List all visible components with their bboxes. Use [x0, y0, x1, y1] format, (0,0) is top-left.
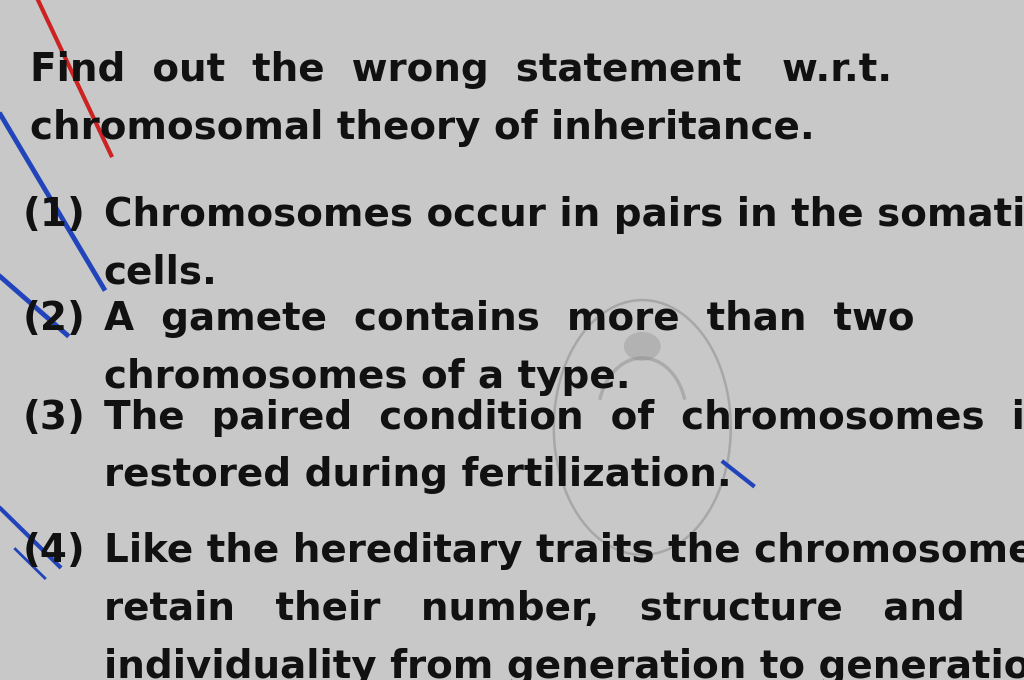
Text: (2): (2) — [23, 300, 86, 338]
Text: chromosomes of a type.: chromosomes of a type. — [103, 358, 631, 396]
Text: The  paired  condition  of  chromosomes  is: The paired condition of chromosomes is — [103, 398, 1024, 437]
Text: retain   their   number,   structure   and: retain their number, structure and — [103, 590, 965, 628]
Text: Like the hereditary traits the chromosomes: Like the hereditary traits the chromosom… — [103, 532, 1024, 570]
Text: A  gamete  contains  more  than  two: A gamete contains more than two — [103, 300, 914, 338]
Text: (1): (1) — [23, 196, 86, 234]
Text: (3): (3) — [23, 398, 86, 437]
Text: cells.: cells. — [103, 254, 218, 292]
Text: chromosomal theory of inheritance.: chromosomal theory of inheritance. — [30, 109, 815, 147]
Circle shape — [624, 332, 660, 361]
Text: Chromosomes occur in pairs in the somatic: Chromosomes occur in pairs in the somati… — [103, 196, 1024, 234]
Text: (4): (4) — [23, 532, 85, 570]
Text: Find  out  the  wrong  statement   w.r.t.: Find out the wrong statement w.r.t. — [30, 51, 892, 89]
Text: restored during fertilization.: restored during fertilization. — [103, 456, 731, 494]
Text: individuality from generation to generation.: individuality from generation to generat… — [103, 647, 1024, 680]
